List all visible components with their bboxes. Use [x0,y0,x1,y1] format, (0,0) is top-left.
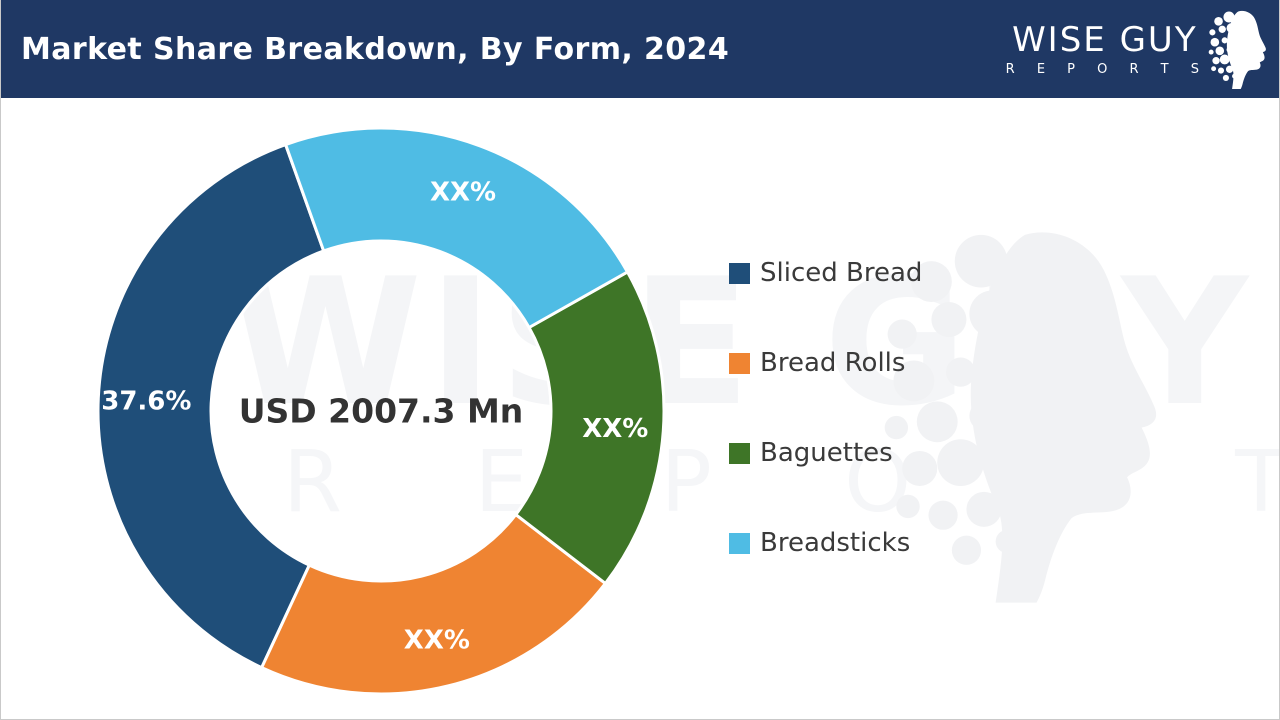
legend-item: Bread Rolls [729,348,905,378]
face-logo-icon [1206,9,1268,89]
donut-segment-sliced-bread [96,143,326,670]
chart-area: WISE GUY R E P O R T S 37.6%XX%XX%XX% US… [1,98,1279,718]
donut-segment-baguettes [514,270,666,585]
donut-segment-bread-rolls [260,513,607,696]
legend-item: Sliced Bread [729,258,922,288]
legend-swatch [729,262,750,284]
donut-segment-label: XX% [582,414,648,444]
legend-label: Bread Rolls [760,348,906,378]
donut-chart: 37.6% XX% XX% XX% [96,126,666,696]
legend-item: Breadsticks [729,528,910,558]
legend-label: Sliced Bread [760,258,923,288]
legend-label: Baguettes [760,438,893,468]
legend-swatch [729,442,750,464]
brand-logo: WISE GUY R E P O R T S [1002,9,1268,89]
legend-item: Baguettes [729,438,893,468]
page-title: Market Share Breakdown, By Form, 2024 [21,31,730,67]
legend-label: Breadsticks [760,528,911,558]
donut-segment-breadsticks [284,126,630,329]
header: Market Share Breakdown, By Form, 2024 WI… [1,0,1279,98]
logo-subtitle: R E P O R T S [1005,61,1208,77]
donut-center-label: USD 2007.3 Mn [238,391,524,431]
donut-segment-label: 37.6% [101,387,191,417]
donut-segment-label: XX% [430,177,496,207]
brand-text: WISE GUY R E P O R T S [1002,23,1208,76]
legend-swatch [729,532,750,554]
legend-swatch [729,352,750,374]
donut-segment-label: XX% [404,626,470,656]
logo-wordmark: WISE GUY [1012,19,1198,60]
